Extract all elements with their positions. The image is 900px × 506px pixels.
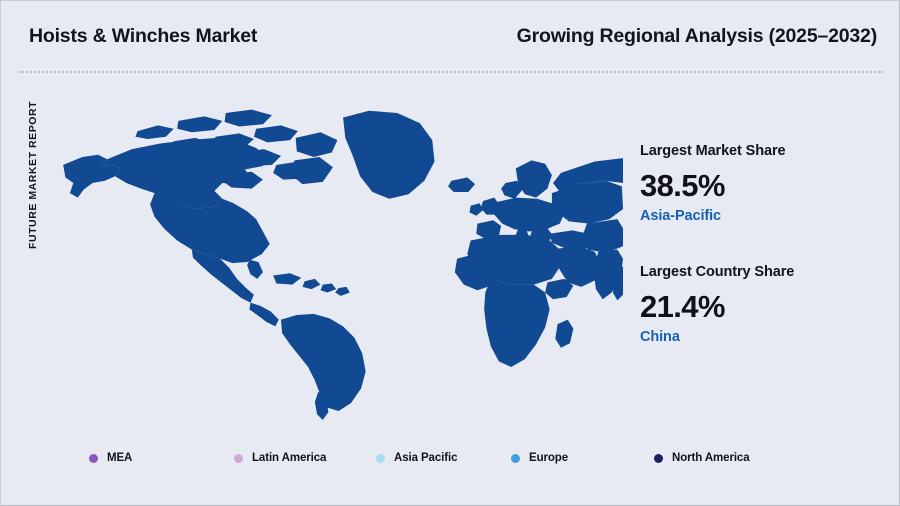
legend-dot-icon <box>654 453 663 463</box>
stat-label: Largest Market Share <box>640 143 786 159</box>
world-map-landmasses <box>63 109 623 421</box>
stat-subtext: China <box>640 328 680 345</box>
legend-item-mea: MEA <box>89 448 132 468</box>
stat-value: 38.5% <box>640 168 726 204</box>
legend-label: Asia Pacific <box>394 452 458 464</box>
legend-dot-icon <box>89 453 98 463</box>
brand-vertical-label: FUTURE MARKET REPORT <box>27 100 39 249</box>
world-map-svg <box>63 109 623 421</box>
legend-label: Europe <box>529 452 569 464</box>
region-legend: MEA Latin America Asia Pacific Europe No… <box>89 448 819 468</box>
legend-item-north-america: North America <box>654 448 750 468</box>
page-subtitle: Growing Regional Analysis (2025–2032) <box>516 25 878 47</box>
page-title: Hoists & Winches Market <box>29 25 258 47</box>
world-map <box>53 97 623 427</box>
stat-value: 21.4% <box>640 288 726 324</box>
legend-dot-icon <box>376 453 385 463</box>
legend-label: MEA <box>107 452 133 464</box>
stats-panel: Largest Market Share 38.5% Asia-Pacific … <box>640 143 880 346</box>
legend-item-asia-pacific: Asia Pacific <box>376 448 457 468</box>
stat-subtext: Asia-Pacific <box>640 208 722 225</box>
stat-label: Largest Country Share <box>640 263 795 280</box>
header: Hoists & Winches Market Growing Regional… <box>1 1 899 72</box>
legend-label: North America <box>672 452 750 464</box>
legend-item-latin-america: Latin America <box>234 448 326 468</box>
header-divider <box>19 71 883 73</box>
legend-item-europe: Europe <box>511 448 568 468</box>
stat-largest-market-share: Largest Market Share 38.5% Asia-Pacific <box>640 143 880 226</box>
legend-dot-icon <box>234 453 243 463</box>
legend-dot-icon <box>511 453 520 463</box>
legend-label: Latin America <box>252 452 327 464</box>
stat-largest-country-share: Largest Country Share 21.4% China <box>640 264 880 347</box>
